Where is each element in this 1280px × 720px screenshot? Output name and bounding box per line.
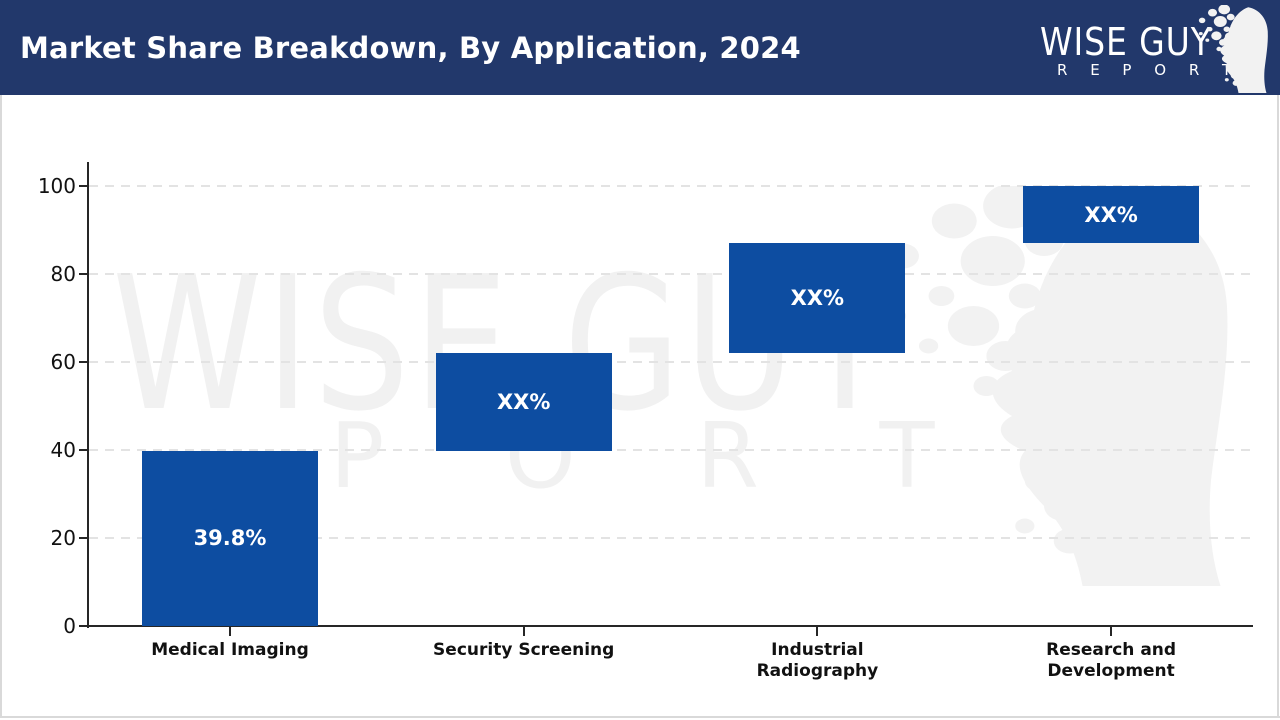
x-category-label-2: Industrial Radiography [702, 640, 932, 682]
y-tick-label-60: 60 [50, 350, 76, 374]
x-category-label-line: Research and [1046, 640, 1177, 660]
y-tick-label-100: 100 [37, 174, 76, 198]
x-category-label-line: Industrial [771, 640, 864, 660]
wiseguy-logo-text: WISE GUY [1040, 20, 1212, 64]
x-category-label-line: Medical Imaging [151, 640, 309, 660]
y-tick-100 [79, 185, 88, 187]
content-border-right [1277, 95, 1279, 718]
x-category-label-3: Research and Development [996, 640, 1226, 682]
y-tick-label-20: 20 [50, 526, 76, 550]
wiseguy-logo-head-icon [1198, 5, 1268, 93]
bar-value-label: XX% [790, 286, 845, 311]
y-tick-80 [79, 273, 88, 275]
bar-value-label: XX% [1084, 202, 1138, 227]
bar-value-label: 39.8% [193, 526, 267, 551]
y-gridline-60 [89, 361, 1253, 363]
y-tick-60 [79, 361, 88, 363]
y-tick-20 [79, 537, 88, 539]
y-tick-label-80: 80 [50, 262, 76, 286]
y-gridline-100 [89, 185, 1253, 187]
bar-medical-imaging: 39.8% [142, 450, 318, 626]
x-axis-line [87, 625, 1253, 627]
x-tick-2 [816, 627, 819, 636]
y-tick-label-0: 0 [63, 614, 76, 638]
x-category-label-1: Security Screening [409, 640, 639, 661]
watermark-head-profile-icon [886, 186, 1228, 586]
bar-security-screening: XX% [435, 353, 612, 451]
x-category-label-line: Development [1047, 661, 1175, 681]
y-tick-40 [79, 449, 88, 451]
y-axis-line [87, 162, 89, 628]
bar-research-and-development: XX% [1023, 186, 1200, 244]
y-gridline-80 [89, 273, 1253, 275]
bar-value-label: XX% [496, 390, 551, 415]
content-border-left [0, 95, 2, 718]
x-category-label-line: Radiography [756, 661, 879, 681]
x-tick-3 [1110, 627, 1113, 636]
bar-industrial-radiography: XX% [729, 243, 906, 354]
x-category-label-0: Medical Imaging [115, 640, 345, 661]
x-tick-0 [229, 627, 231, 636]
y-tick-label-40: 40 [50, 438, 76, 462]
page-title: Market Share Breakdown, By Application, … [20, 30, 801, 65]
x-tick-1 [522, 627, 525, 636]
y-tick-0 [79, 625, 88, 627]
header-bar: Market Share Breakdown, By Application, … [0, 0, 1280, 95]
wiseguy-logo-subtext: R E P O R T S [1057, 61, 1273, 79]
x-category-label-line: Security Screening [433, 640, 615, 660]
content-border-bottom [0, 716, 1280, 718]
y-gridline-20 [89, 537, 1253, 539]
y-gridline-40 [89, 449, 1253, 451]
